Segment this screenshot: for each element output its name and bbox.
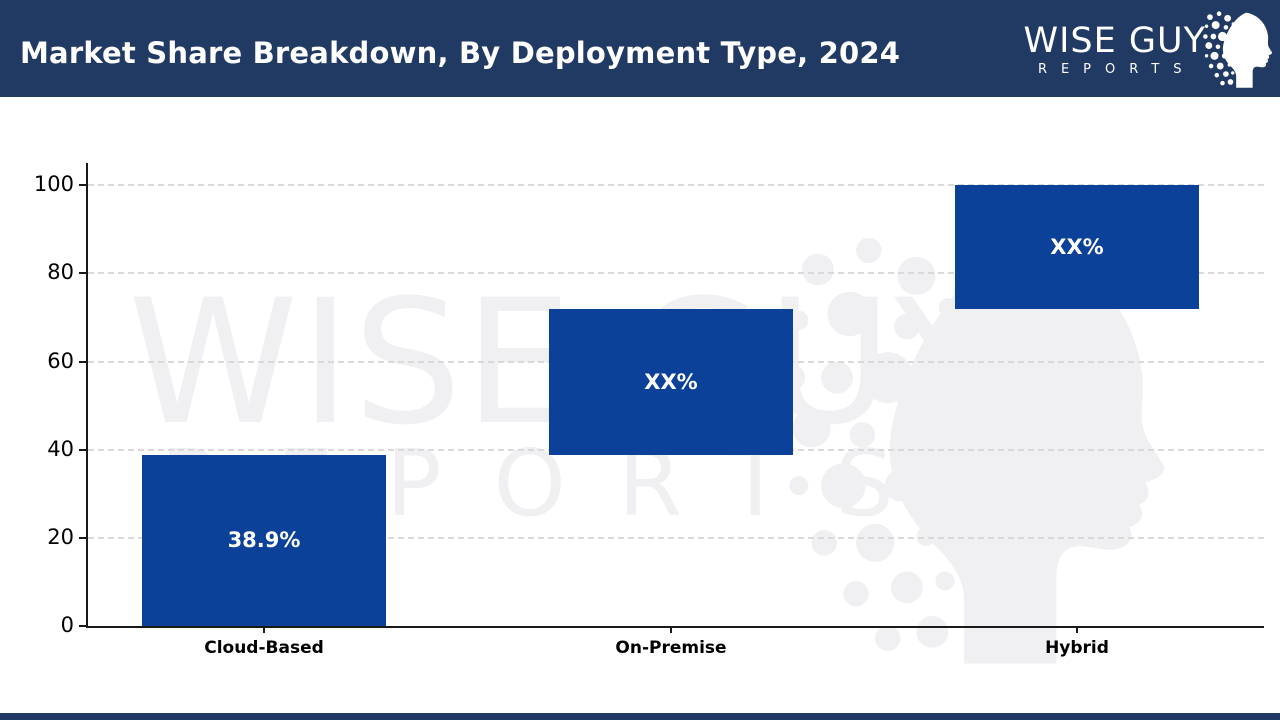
y-tick-mark (79, 184, 87, 187)
y-tick-label: 100 (33, 172, 74, 197)
y-tick-mark (79, 360, 87, 363)
logo-wordmark: WISE GUY (1023, 20, 1206, 61)
gridline-100 (88, 184, 1264, 187)
x-tick-mark (263, 628, 265, 633)
logo-reports-text: REPORTS (1037, 61, 1196, 77)
y-tick-label: 40 (47, 436, 74, 461)
x-tick-mark (670, 628, 672, 633)
x-tick-mark (1076, 628, 1078, 633)
x-tick-label: Hybrid (1045, 638, 1109, 658)
x-tick-label: Cloud-Based (204, 638, 324, 658)
y-tick-mark (79, 625, 87, 627)
gridline-20 (88, 536, 1264, 539)
wise-guy-reports-logo: WISE GUY REPORTS (1023, 2, 1276, 95)
logo-text: WISE GUY REPORTS (1023, 21, 1206, 77)
y-tick-label: 80 (47, 260, 74, 285)
y-tick-mark (79, 448, 87, 451)
x-axis-line (86, 626, 1264, 628)
bar-on-premise: XX% (549, 308, 793, 455)
gridline-80 (88, 272, 1264, 275)
bar-value-label: XX% (644, 369, 698, 394)
y-tick-label: 60 (47, 348, 74, 373)
footer-bar (0, 713, 1280, 720)
y-tick-mark (79, 536, 87, 539)
bar-hybrid: XX% (955, 185, 1199, 309)
y-axis-line (86, 163, 88, 628)
chart-title: Market Share Breakdown, By Deployment Ty… (20, 36, 901, 70)
bar-value-label: XX% (1050, 234, 1104, 259)
y-tick-label: 0 (60, 613, 74, 637)
x-tick-label: On-Premise (615, 638, 727, 658)
wise-guy-head-icon (1202, 7, 1276, 91)
bar-value-label: 38.9% (227, 528, 301, 553)
header-bar: Market Share Breakdown, By Deployment Ty… (0, 0, 1280, 97)
bar-cloud-based: 38.9% (142, 454, 386, 626)
y-tick-label: 20 (47, 524, 74, 549)
y-tick-mark (79, 272, 87, 275)
